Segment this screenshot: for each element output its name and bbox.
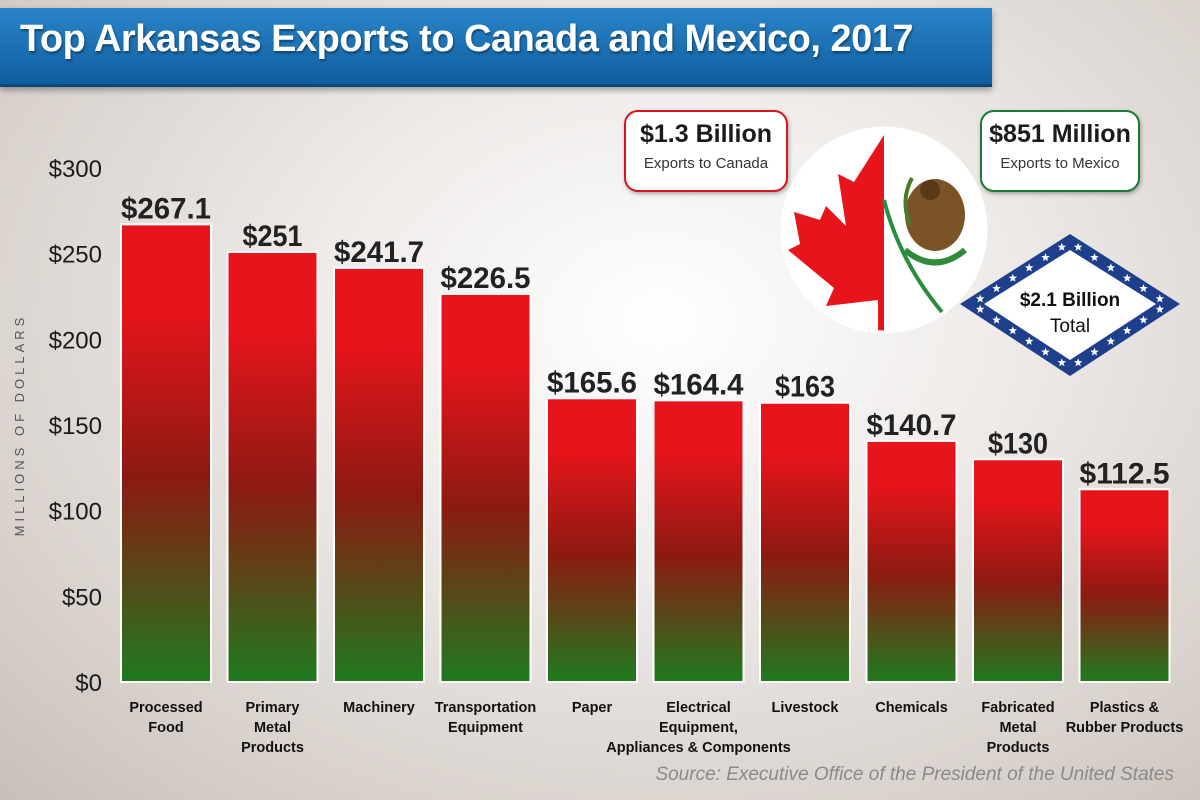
total-label: Total — [1050, 316, 1090, 337]
bar — [972, 458, 1064, 683]
mexico-exports-label: Exports to Mexico — [1000, 155, 1120, 172]
bar — [226, 250, 319, 683]
bar — [439, 292, 532, 683]
canada-exports-label: Exports to Canada — [643, 155, 769, 172]
bars — [120, 223, 1171, 684]
category-labels: Processed Food Primary Metal Products Machine… — [129, 700, 1183, 756]
mexico-exports-callout: $851 Million Exports to Mexico — [980, 110, 1140, 192]
bar — [1078, 488, 1171, 683]
canada-exports-amount: $1.3 Billion — [640, 120, 772, 148]
value-label: $267.1 — [121, 192, 211, 225]
value-label: $163 — [775, 371, 835, 404]
value-label: $165.6 — [547, 366, 637, 399]
total-amount: $2.1 Billion — [1020, 290, 1120, 311]
y-axis-ticks: $0 $50 $100 $150 $200 $250 $300 — [49, 156, 102, 697]
bar — [333, 266, 425, 683]
bar — [546, 397, 638, 683]
y-tick-label: $0 — [75, 670, 102, 697]
category-label: Paper — [572, 700, 613, 716]
canada-mexico-split-flag-icon — [780, 126, 988, 334]
y-tick-label: $150 — [49, 413, 102, 440]
chart-title: Top Arkansas Exports to Canada and Mexic… — [20, 18, 914, 60]
value-label: $226.5 — [441, 262, 531, 295]
category-label: Plastics & Rubber Products — [1066, 700, 1184, 736]
category-label: Fabricated Metal Products — [981, 700, 1054, 756]
arkansas-diamond-badge-icon: $2.1 Billion Total — [960, 234, 1180, 376]
y-tick-label: $200 — [49, 327, 102, 354]
mexico-exports-amount: $851 Million — [989, 120, 1131, 148]
value-label: $130 — [988, 427, 1048, 460]
category-label: Primary Metal Products — [241, 700, 304, 756]
bar — [120, 223, 212, 684]
category-label: Electrical Equipment, Appliances & Compone… — [606, 700, 791, 756]
y-tick-label: $50 — [62, 584, 102, 611]
value-label: $164.4 — [654, 368, 744, 401]
bar — [865, 439, 958, 683]
category-label: Transportation Equipment — [435, 700, 537, 736]
y-tick-label: $250 — [49, 242, 102, 269]
value-label: $140.7 — [867, 409, 957, 442]
category-label: Livestock — [772, 700, 840, 716]
bar — [652, 399, 745, 683]
maple-leaf-icon — [788, 135, 884, 332]
category-label: Processed Food — [129, 700, 202, 736]
mexican-eagle-emblem-icon — [903, 177, 967, 266]
value-label: $112.5 — [1080, 457, 1170, 490]
canada-exports-callout: $1.3 Billion Exports to Canada — [624, 110, 788, 192]
bar — [759, 401, 851, 683]
value-label: $251 — [243, 220, 303, 253]
title-bar: Top Arkansas Exports to Canada and Mexic… — [0, 8, 992, 87]
y-tick-label: $300 — [49, 156, 102, 183]
value-label: $241.7 — [334, 236, 424, 269]
category-label: Machinery — [343, 700, 415, 716]
y-tick-label: $100 — [49, 499, 102, 526]
y-axis-label: MILLIONS OF DOLLARS — [12, 314, 27, 537]
category-label: Chemicals — [875, 700, 948, 716]
source-note: Source: Executive Office of the Presiden… — [655, 764, 1174, 785]
value-labels: $267.1 $251 $241.7 $226.5 $165.6 $164.4 $163 $1… — [121, 192, 1170, 490]
